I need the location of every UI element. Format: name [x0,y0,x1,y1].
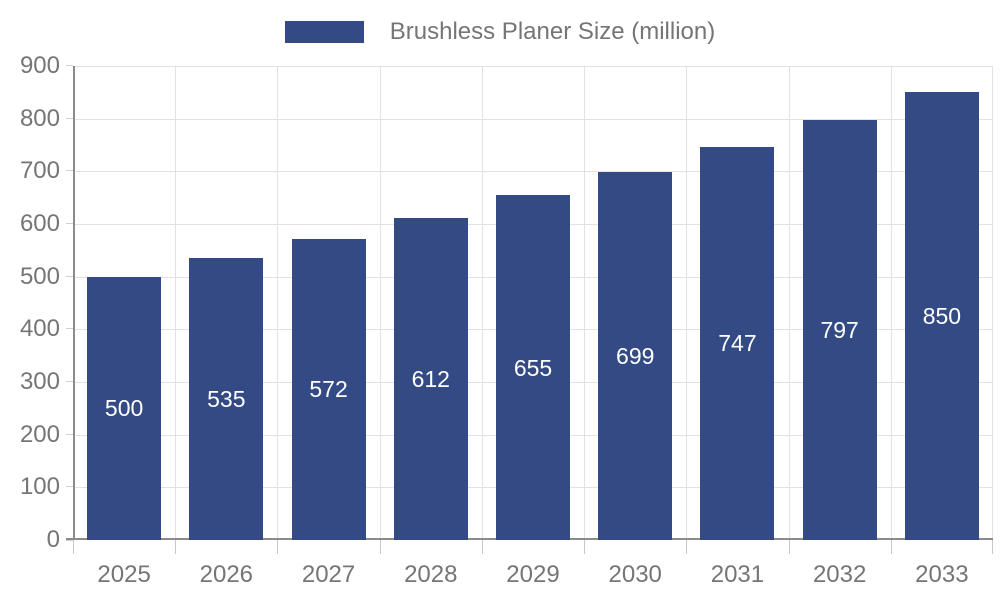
legend: Brushless Planer Size (million) [0,18,1000,46]
bar [87,276,162,540]
x-tick-label: 2025 [97,561,151,588]
gridline-vertical [891,66,892,540]
plot-area: 0 100 200 300 400 500 600 700 800 900 500 2025 535 20… [20,53,993,588]
bar [496,195,570,540]
y-tick-label: 600 [19,210,60,237]
gridline-vertical [992,66,993,540]
x-tick-label: 2028 [404,561,458,588]
x-axis-tick [73,540,74,554]
bar-value-label: 612 [411,365,450,392]
gridline-vertical [277,66,278,540]
x-tick-label: 2030 [608,561,662,588]
x-axis-tick [891,540,892,554]
x-axis-tick [482,540,483,554]
y-axis-tick [66,65,73,66]
y-axis-tick [66,486,73,488]
bar-value-label: 699 [616,342,655,369]
y-tick-label: 100 [19,473,60,501]
x-axis-tick [277,540,278,554]
x-tick-label: 2027 [301,561,356,588]
legend-label: Brushless Planer Size (million) [389,18,716,45]
y-tick-label: 900 [19,52,60,79]
x-axis-tick [992,540,993,554]
x-axis-tick [584,540,585,554]
bar [291,238,366,540]
gridline-vertical [482,66,483,540]
y-tick-label: 300 [19,368,60,395]
bar-value-label: 655 [513,354,553,381]
y-axis-tick [66,381,73,382]
x-axis-tick [686,540,687,554]
bar-value-label: 797 [820,317,859,344]
gridline-vertical [175,66,176,540]
bar [598,171,673,540]
bar [904,92,979,540]
bar [700,146,775,540]
gridline-vertical [686,66,687,540]
y-axis-tick [66,223,73,224]
y-axis-tick [66,275,73,277]
x-tick-label: 2031 [710,561,765,588]
gridline-horizontal [73,171,993,173]
bar [189,258,264,540]
y-tick-label: 200 [19,420,60,448]
x-axis-tick [175,540,176,554]
y-tick-label: 400 [19,315,60,343]
gridline-horizontal [73,118,993,120]
legend-swatch [284,21,364,43]
gridline-vertical [584,66,585,540]
bar [802,120,877,540]
x-tick-label: 2032 [812,561,867,588]
x-tick-label: 2026 [199,561,254,588]
gridline-horizontal [73,66,993,67]
bar-value-label: 572 [309,376,348,403]
y-axis-tick [66,117,73,119]
y-tick-label: 700 [19,157,60,185]
y-axis-tick [66,433,73,435]
y-axis-tick [66,170,73,172]
gridline-vertical [380,66,381,540]
y-tick-label: 500 [19,262,60,290]
y-axis-tick [66,540,73,541]
bar-value-label: 535 [207,386,246,413]
y-axis-line [73,66,75,540]
x-axis-tick [789,540,790,554]
y-tick-label: 0 [46,526,60,553]
gridline-vertical [789,66,790,540]
x-tick-label: 2033 [915,561,969,588]
bar-value-label: 850 [922,303,962,330]
bar-value-label: 747 [718,330,757,357]
y-axis-tick [66,328,73,330]
bar [393,217,468,540]
bar-value-label: 500 [104,395,144,422]
y-tick-label: 800 [19,104,60,132]
x-tick-label: 2029 [506,561,560,588]
x-axis-tick [380,540,381,554]
